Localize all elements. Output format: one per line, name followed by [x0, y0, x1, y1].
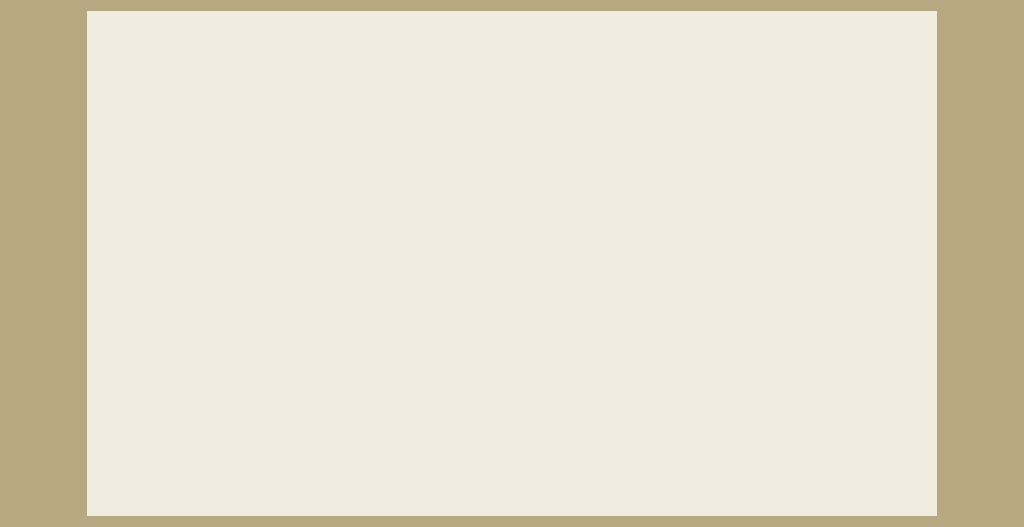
Text: (iv) $\frac{16}{\sqrt{41}-5}$: (iv) $\frac{16}{\sqrt{41}-5}$ — [665, 254, 736, 283]
Text: 3. Find two irrational numbers and two rational numbers between 0.5 and 0.55: 3. Find two irrational numbers and two r… — [104, 200, 652, 214]
Text: Chapter 1: Number System: Chapter 1: Number System — [104, 41, 306, 54]
Text: 6. Examine, whether the following numbers are rational of irrational: 6. Examine, whether the following number… — [104, 362, 578, 376]
Text: (i) $\frac{7+3\sqrt{5}}{7-3\sqrt{5}}$: (i) $\frac{7+3\sqrt{5}}{7-3\sqrt{5}}$ — [113, 252, 175, 285]
Text: (i) $\frac{-1}{2}$ and $\frac{3}{4}$: (i) $\frac{-1}{2}$ and $\frac{3}{4}$ — [113, 83, 190, 108]
Text: 2. Express each of the following in $\frac{p}{q}$ form:: 2. Express each of the following in $\fr… — [104, 132, 397, 157]
Text: (iii) $\frac{-1}{7}$ and $\frac{-3}{2}$: (iii) $\frac{-1}{7}$ and $\frac{-3}{2}$ — [486, 83, 581, 108]
Text: Worksheet: Worksheet — [464, 23, 560, 41]
Text: (ii) $\frac{\sqrt{3}-1}{\sqrt{3}+1}$: (ii) $\frac{\sqrt{3}-1}{\sqrt{3}+1}$ — [325, 252, 386, 285]
Text: (i) $\sqrt{8}$   (ii) $\sqrt[3]{64}$   (iii) $(\sqrt{2}+\sqrt{3})^{2}$   (iv) 0.: (i) $\sqrt{8}$ (ii) $\sqrt[3]{64}$ (iii)… — [104, 408, 625, 432]
Text: 4. Simplify each of the following by rationalizing the denominator.: 4. Simplify each of the following by rat… — [104, 231, 563, 245]
Text: (iv) 4.$\overline{32}$: (iv) 4.$\overline{32}$ — [665, 157, 725, 175]
Text: (i) 0.675: (i) 0.675 — [113, 159, 171, 173]
Text: (ii) 0.$\bar{5}$: (ii) 0.$\bar{5}$ — [308, 157, 353, 175]
Text: 5. Evaluate: (i) $(\sqrt{4})^{-3}$        (ii) $(\sqrt{5})^{-3}(\sqrt{2})^{-3}$ : 5. Evaluate: (i) $(\sqrt{4})^{-3}$ (ii) … — [104, 321, 549, 345]
Text: (iv) $\frac{1}{2}$ and $\frac{3}{4}$: (iv) $\frac{1}{2}$ and $\frac{3}{4}$ — [665, 83, 743, 108]
Text: (iii) 0.3$\bar{2}$: (iii) 0.3$\bar{2}$ — [486, 157, 545, 175]
Text: 1. Insert 10 rational number between following numbers:: 1. Insert 10 rational number between fol… — [104, 64, 502, 77]
Text: (iii) $\frac{2\sqrt{3}-\sqrt{5}}{2\sqrt{3}+\sqrt{5}}$: (iii) $\frac{2\sqrt{3}-\sqrt{5}}{2\sqrt{… — [486, 252, 566, 285]
Text: (ii) $\frac{5}{2}$ and $\frac{7}{2}$: (ii) $\frac{5}{2}$ and $\frac{7}{2}$ — [308, 83, 382, 108]
